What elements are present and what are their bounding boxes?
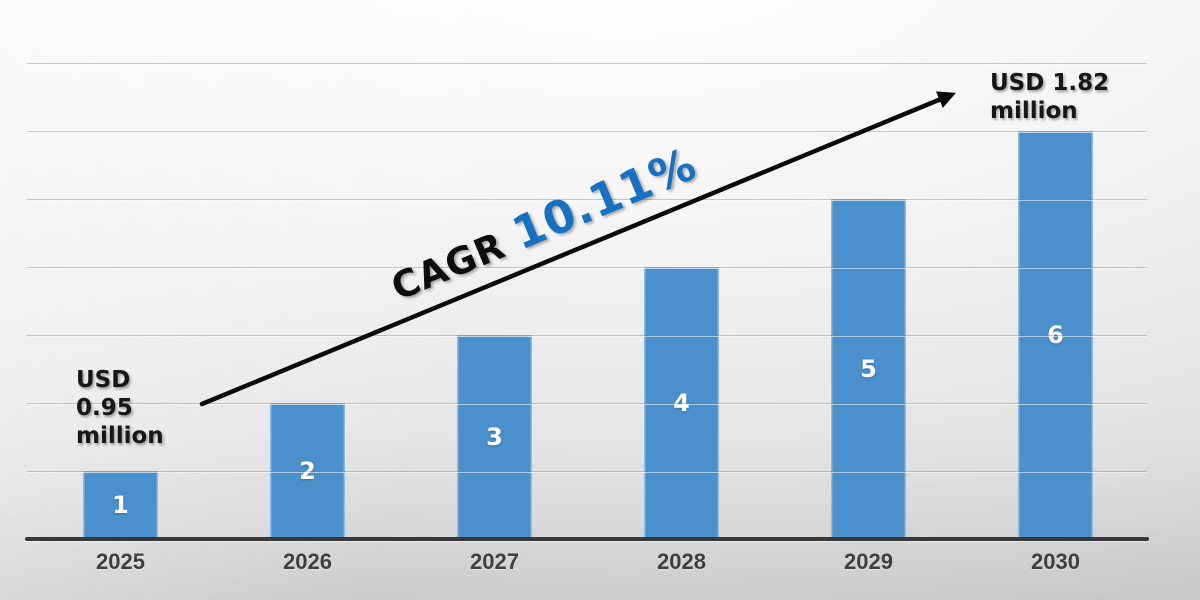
- gridline: [27, 403, 1147, 404]
- x-tick-2025: 2025: [96, 549, 145, 574]
- gridline: [27, 335, 1147, 336]
- trend-arrow-line: [199, 91, 956, 407]
- x-axis-line: [25, 537, 1149, 541]
- gridline: [27, 131, 1147, 132]
- x-tick-2028: 2028: [657, 549, 706, 574]
- x-tick-2030: 2030: [1031, 549, 1080, 574]
- gridline: [27, 63, 1147, 64]
- bar-2029: 5: [831, 199, 906, 539]
- bar-value-label: 3: [486, 423, 503, 451]
- bar-value-label: 5: [860, 355, 877, 383]
- x-tick-2029: 2029: [844, 549, 893, 574]
- x-tick-2026: 2026: [283, 549, 332, 574]
- bar-value-label: 1: [112, 491, 129, 519]
- start-value-label: USD 0.95 million: [76, 367, 164, 449]
- gridline: [27, 199, 1147, 200]
- bar-value-label: 6: [1047, 321, 1064, 349]
- gridline: [27, 267, 1147, 268]
- bar-2030: 6: [1018, 131, 1093, 539]
- bar-2026: 2: [270, 403, 345, 539]
- gridline: [27, 471, 1147, 472]
- x-tick-2027: 2027: [470, 549, 519, 574]
- bar-2028: 4: [644, 267, 719, 539]
- bar-2025: 1: [83, 471, 158, 539]
- bar-2027: 3: [457, 335, 532, 539]
- bar-value-label: 4: [673, 389, 690, 417]
- bar-value-label: 2: [299, 457, 316, 485]
- end-value-label: USD 1.82 million: [990, 70, 1110, 124]
